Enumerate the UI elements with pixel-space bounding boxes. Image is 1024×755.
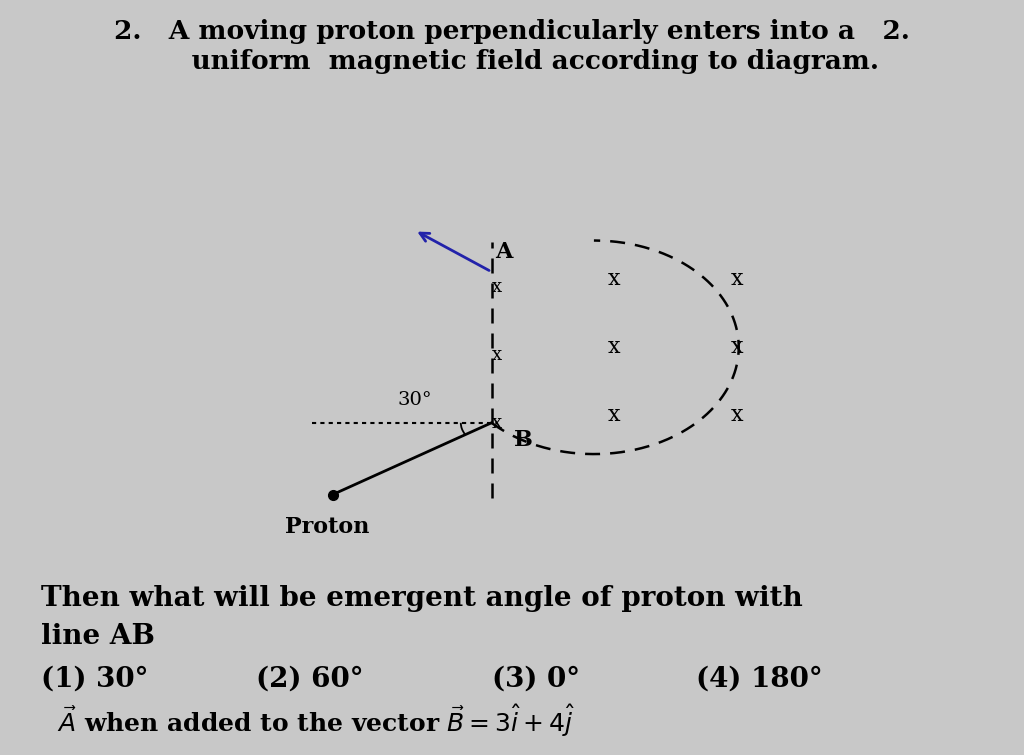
Text: $\vec{A}$ when added to the vector $\vec{B}=3\hat{i}+4\hat{j}$: $\vec{A}$ when added to the vector $\vec… (41, 703, 574, 739)
Text: A: A (496, 241, 512, 263)
Text: x: x (608, 268, 621, 291)
Text: x: x (731, 404, 743, 427)
Text: x: x (731, 268, 743, 291)
Text: line AB: line AB (41, 623, 155, 650)
Text: Then what will be emergent angle of proton with: Then what will be emergent angle of prot… (41, 585, 803, 612)
Text: (2) 60°: (2) 60° (256, 666, 364, 693)
Text: x: x (608, 404, 621, 427)
Text: x: x (492, 278, 502, 296)
Text: x: x (492, 414, 502, 432)
Text: x: x (492, 346, 502, 364)
Text: (1) 30°: (1) 30° (41, 666, 148, 693)
Text: B: B (514, 429, 532, 451)
Text: 2.   A moving proton perpendicularly enters into a   2.: 2. A moving proton perpendicularly enter… (114, 19, 910, 44)
Text: uniform  magnetic field according to diagram.: uniform magnetic field according to diag… (145, 49, 879, 74)
Text: (4) 180°: (4) 180° (696, 666, 823, 693)
Text: (3) 0°: (3) 0° (492, 666, 580, 693)
Text: x: x (731, 336, 743, 359)
Text: Proton: Proton (286, 516, 370, 538)
Text: 30°: 30° (397, 391, 432, 409)
Text: x: x (608, 336, 621, 359)
